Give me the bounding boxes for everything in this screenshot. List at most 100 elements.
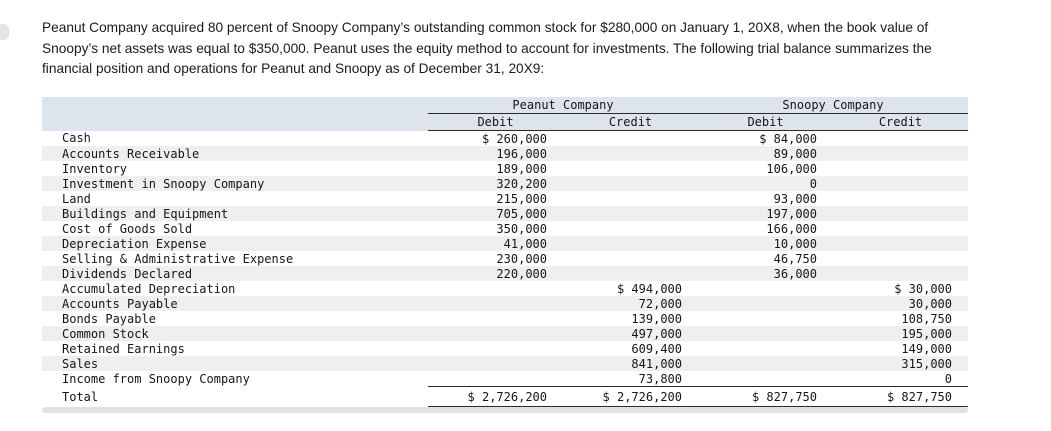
account-name: Bonds Payable <box>62 311 156 326</box>
amount-cell <box>428 341 563 356</box>
amount-cell <box>833 251 968 266</box>
account-name: Land <box>62 191 91 206</box>
account-name: Selling & Administrative Expense <box>62 251 294 266</box>
amount-cell: 166,000 <box>766 221 817 236</box>
table-row: Accounts Receivable 196,000 89,000 <box>42 146 968 161</box>
account-column-spacer <box>42 97 428 114</box>
amount-cell: 230,000 <box>496 251 547 266</box>
peanut-company-header: Peanut Company <box>428 97 698 114</box>
amount-cell <box>698 311 833 326</box>
amount-cell: 0 <box>809 176 817 191</box>
amount-cell: 841,000 <box>631 356 682 371</box>
account-name: Buildings and Equipment <box>62 206 229 221</box>
amount-cell <box>833 266 968 281</box>
amount-cell <box>428 371 563 387</box>
account-name: Retained Earnings <box>62 341 185 356</box>
amount-cell <box>698 281 833 296</box>
table-row: Accounts Payable 72,000 30,000 <box>42 296 968 311</box>
amount-cell <box>833 161 968 176</box>
snoopy-company-header: Snoopy Company <box>698 97 968 114</box>
table-row: Sales 841,000 315,000 <box>42 356 968 371</box>
amount-cell: 0 <box>944 371 952 386</box>
amount-cell: 30,000 <box>908 296 952 311</box>
edge-tab <box>0 24 9 40</box>
amount-cell: 36,000 <box>773 266 817 281</box>
amount-cell <box>428 356 563 371</box>
amount-cell: 196,000 <box>496 146 547 161</box>
debit-credit-header-row: Debit Credit Debit Credit <box>42 113 968 131</box>
amount-cell <box>563 221 698 236</box>
amount-cell: 73,800 <box>638 371 682 386</box>
amount-cell <box>698 371 833 387</box>
amount-cell: 315,000 <box>901 356 952 371</box>
problem-statement: Peanut Company acquired 80 percent of Sn… <box>42 20 932 76</box>
amount-cell: 106,000 <box>766 161 817 176</box>
amount-cell: $ 30,000 <box>894 281 952 296</box>
snoopy-credit-header: Credit <box>833 113 968 131</box>
amount-cell: 41,000 <box>503 236 547 251</box>
amount-cell: 220,000 <box>496 266 547 281</box>
amount-cell: 609,400 <box>631 341 682 356</box>
amount-cell <box>698 341 833 356</box>
amount-cell <box>563 206 698 221</box>
trial-balance-section: Peanut Company Snoopy Company Debit Cred… <box>42 97 968 407</box>
amount-cell <box>563 251 698 266</box>
amount-cell <box>428 296 563 311</box>
trial-balance-table: Peanut Company Snoopy Company Debit Cred… <box>42 97 968 407</box>
amount-cell <box>833 131 968 147</box>
amount-cell: 108,750 <box>901 311 952 326</box>
amount-cell: 705,000 <box>496 206 547 221</box>
amount-cell <box>428 311 563 326</box>
table-header: Peanut Company Snoopy Company Debit Cred… <box>42 97 968 131</box>
account-name: Depreciation Expense <box>62 236 207 251</box>
amount-cell <box>833 206 968 221</box>
table-row: Dividends Declared 220,000 36,000 <box>42 266 968 281</box>
amount-cell: 139,000 <box>631 311 682 326</box>
amount-cell: 215,000 <box>496 191 547 206</box>
total-amount-cell: $ 2,726,200 <box>428 386 563 407</box>
amount-cell <box>833 191 968 206</box>
account-name: Dividends Declared <box>62 266 193 281</box>
total-amount-cell: $ 827,750 <box>698 386 833 407</box>
amount-cell: 89,000 <box>773 146 817 161</box>
account-name: Accounts Receivable <box>62 146 200 161</box>
amount-cell <box>563 236 698 251</box>
table-row: Selling & Administrative Expense 230,000 4… <box>42 251 968 266</box>
table-footer: Total $ 2,726,200 $ 2,726,200 $ 827,750 … <box>42 386 968 407</box>
amount-cell <box>563 161 698 176</box>
amount-cell <box>563 131 698 147</box>
horizontal-scrollbar[interactable] <box>42 407 968 413</box>
amount-cell: 10,000 <box>773 236 817 251</box>
table-row: Income from Snoopy Company 73,800 0 <box>42 371 968 387</box>
amount-cell <box>428 281 563 296</box>
amount-cell: 350,000 <box>496 221 547 236</box>
amount-cell: 497,000 <box>631 326 682 341</box>
account-name: Cost of Goods Sold <box>62 221 193 236</box>
account-name: Investment in Snoopy Company <box>62 176 265 191</box>
account-name: Accounts Payable <box>62 296 178 311</box>
amount-cell <box>698 296 833 311</box>
snoopy-debit-header: Debit <box>698 113 833 131</box>
amount-cell: 93,000 <box>773 191 817 206</box>
total-amount-cell: $ 2,726,200 <box>563 386 698 407</box>
account-name: Income from Snoopy Company <box>62 371 250 386</box>
company-group-row: Peanut Company Snoopy Company <box>42 97 968 114</box>
table-row: Common Stock 497,000 195,000 <box>42 326 968 341</box>
table-row: Cash $ 260,000 $ 84,000 <box>42 131 968 147</box>
amount-cell <box>563 266 698 281</box>
table-row: Inventory 189,000 106,000 <box>42 161 968 176</box>
account-name: Common Stock <box>62 326 149 341</box>
total-amount-cell: $ 827,750 <box>833 386 968 407</box>
amount-cell <box>698 356 833 371</box>
amount-cell: 189,000 <box>496 161 547 176</box>
total-row: Total $ 2,726,200 $ 2,726,200 $ 827,750 … <box>42 386 968 407</box>
peanut-credit-header: Credit <box>563 113 698 131</box>
amount-cell <box>833 236 968 251</box>
amount-cell: 195,000 <box>901 326 952 341</box>
amount-cell <box>833 221 968 236</box>
table-row: Bonds Payable 139,000 108,750 <box>42 311 968 326</box>
amount-cell: $ 494,000 <box>616 281 682 296</box>
total-label: Total <box>42 386 428 407</box>
amount-cell: 72,000 <box>638 296 682 311</box>
